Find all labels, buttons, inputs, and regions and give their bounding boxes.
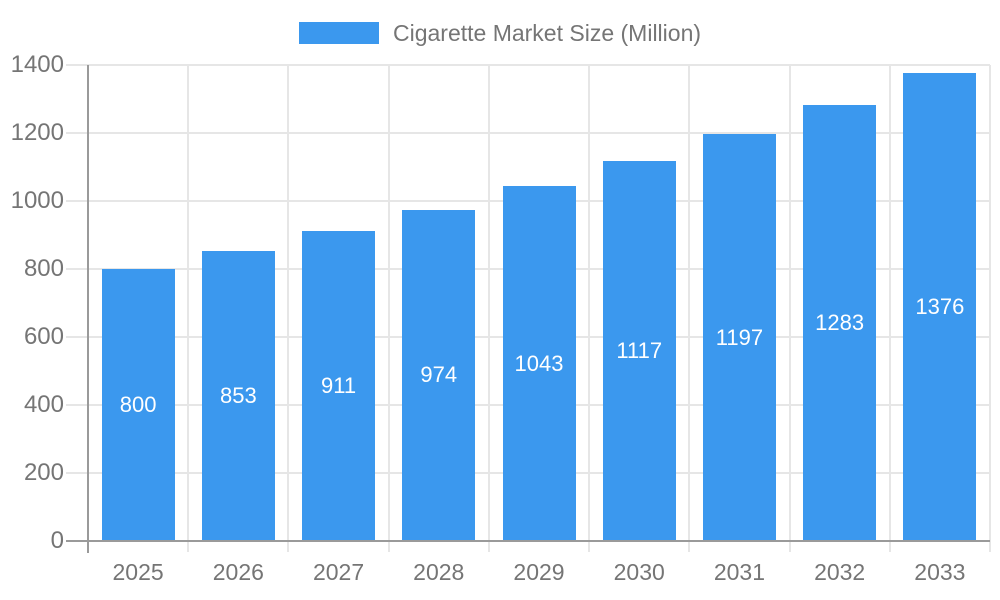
bar[interactable]	[201, 250, 275, 541]
x-gridline	[487, 65, 490, 552]
x-gridline	[788, 65, 791, 552]
x-gridline	[989, 65, 991, 552]
bar-value-label: 1043	[514, 350, 564, 376]
bar-value-label: 1117	[616, 338, 663, 364]
y-tick-label: 800	[23, 255, 64, 282]
x-tick-label: 2030	[613, 559, 665, 585]
y-tick-label: 0	[50, 527, 64, 554]
x-axis-line	[66, 540, 990, 542]
y-tick-label: 600	[23, 323, 64, 350]
bar-value-label: 1376	[915, 294, 965, 320]
y-tick-label: 1400	[10, 51, 64, 78]
x-gridline	[688, 65, 691, 552]
x-gridline	[187, 65, 190, 552]
legend-label: Cigarette Market Size (Million)	[392, 19, 702, 46]
bar-value-label: 974	[420, 362, 458, 388]
bar[interactable]	[803, 104, 877, 541]
bar-value-label: 911	[321, 373, 357, 399]
x-tick-label: 2026	[212, 559, 264, 585]
x-gridline	[287, 65, 290, 552]
y-tick-label: 1200	[10, 119, 64, 146]
legend-item[interactable]: Cigarette Market Size (Million)	[0, 14, 1000, 52]
x-tick-label: 2027	[312, 559, 365, 585]
x-tick-label: 2033	[914, 559, 966, 585]
x-tick-label: 2031	[713, 559, 766, 585]
y-gridline	[66, 132, 990, 134]
bar-value-label: 800	[119, 392, 157, 417]
y-tick-label: 200	[23, 459, 64, 486]
y-axis-line	[87, 65, 89, 553]
x-tick-label: 2025	[112, 559, 164, 585]
x-tick-label: 2029	[513, 559, 565, 585]
y-tick-label: 1000	[10, 187, 64, 214]
x-gridline	[888, 65, 891, 552]
x-tick-label: 2032	[814, 559, 866, 585]
bar[interactable]	[101, 269, 175, 541]
bar-value-label: 1283	[815, 309, 865, 335]
bar-value-label: 853	[219, 382, 257, 408]
bar[interactable]	[903, 73, 977, 541]
y-gridline	[66, 64, 990, 66]
bar-value-label: 1197	[715, 324, 764, 350]
x-gridline	[588, 65, 591, 552]
legend-swatch	[298, 22, 379, 44]
bar[interactable]	[602, 161, 676, 541]
bar[interactable]	[702, 134, 776, 541]
x-gridline	[387, 65, 390, 552]
bar[interactable]	[402, 209, 476, 541]
y-tick-label: 400	[23, 391, 64, 418]
bar[interactable]	[502, 186, 576, 541]
x-tick-label: 2028	[413, 559, 465, 585]
bar[interactable]	[302, 231, 376, 541]
